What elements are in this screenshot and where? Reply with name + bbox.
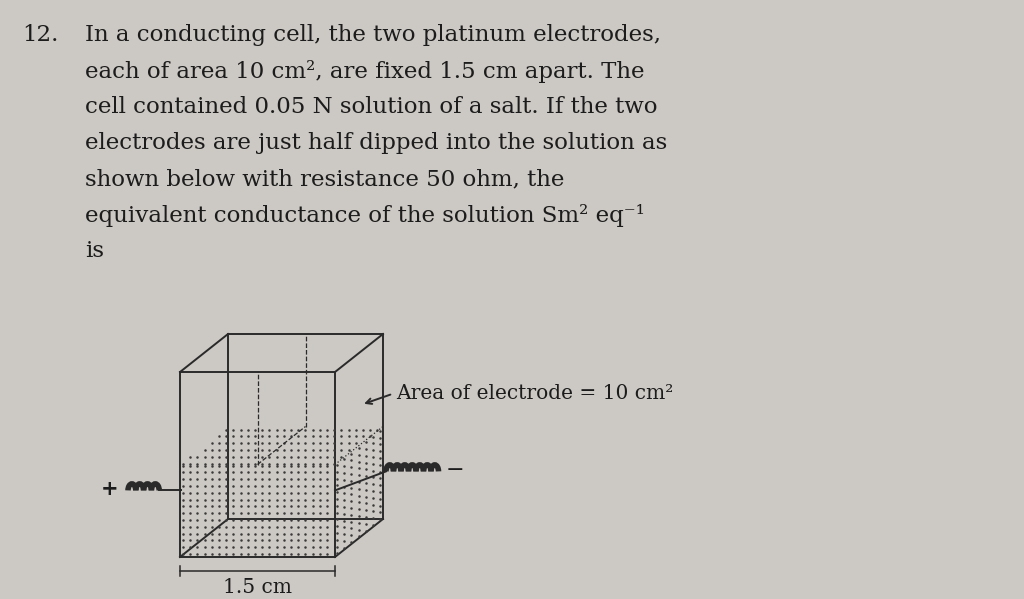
Text: 1.5 cm: 1.5 cm xyxy=(223,578,292,597)
Text: shown below with resistance 50 ohm, the: shown below with resistance 50 ohm, the xyxy=(85,168,564,190)
Text: +: + xyxy=(100,479,118,500)
Text: is: is xyxy=(85,240,104,262)
Text: 12.: 12. xyxy=(22,24,58,46)
Text: electrodes are just half dipped into the solution as: electrodes are just half dipped into the… xyxy=(85,132,668,154)
Text: cell contained 0.05 N solution of a salt. If the two: cell contained 0.05 N solution of a salt… xyxy=(85,96,657,118)
Text: each of area 10 cm², are fixed 1.5 cm apart. The: each of area 10 cm², are fixed 1.5 cm ap… xyxy=(85,60,644,83)
Text: Area of electrode = 10 cm²: Area of electrode = 10 cm² xyxy=(396,384,673,403)
Text: In a conducting cell, the two platinum electrodes,: In a conducting cell, the two platinum e… xyxy=(85,24,662,46)
Text: −: − xyxy=(445,461,464,480)
Text: equivalent conductance of the solution Sm² eq⁻¹: equivalent conductance of the solution S… xyxy=(85,204,645,227)
